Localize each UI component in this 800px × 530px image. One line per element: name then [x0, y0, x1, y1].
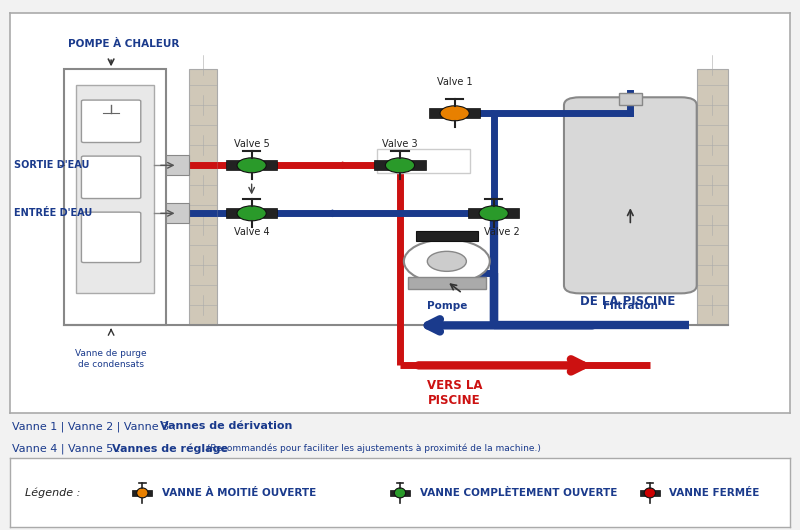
Text: Vanne de purge
de condensats: Vanne de purge de condensats	[75, 349, 147, 369]
FancyBboxPatch shape	[82, 212, 141, 262]
Bar	[654, 490, 660, 496]
Text: Pompe: Pompe	[426, 302, 467, 311]
Text: Valve 1: Valve 1	[437, 77, 473, 87]
Circle shape	[137, 488, 148, 498]
Text: DE LA PISCINE: DE LA PISCINE	[579, 295, 675, 308]
Text: SORTIE D'EAU: SORTIE D'EAU	[14, 160, 89, 170]
Text: Valve 3: Valve 3	[382, 139, 418, 149]
Circle shape	[479, 206, 508, 221]
Bar	[390, 490, 396, 496]
Text: Vanne 4 | Vanne 5 :: Vanne 4 | Vanne 5 :	[12, 444, 124, 454]
Bar	[76, 85, 154, 294]
Bar	[64, 69, 166, 325]
Bar	[146, 490, 152, 496]
Circle shape	[427, 251, 466, 271]
Text: (Recommandés pour faciliter les ajustements à proximité de la machine.): (Recommandés pour faciliter les ajusteme…	[204, 444, 541, 453]
Text: ENTRÉE D'EAU: ENTRÉE D'EAU	[14, 208, 92, 218]
Bar	[618, 93, 642, 105]
Bar	[166, 155, 189, 175]
Bar	[466, 109, 481, 118]
Bar	[640, 490, 646, 496]
FancyBboxPatch shape	[564, 98, 697, 294]
Text: Vanne 1 | Vanne 2 | Vanne 3 :: Vanne 1 | Vanne 2 | Vanne 3 :	[12, 421, 180, 432]
Bar	[263, 208, 278, 218]
Bar	[416, 231, 478, 241]
Bar	[404, 490, 410, 496]
Bar	[429, 109, 443, 118]
Circle shape	[237, 158, 266, 173]
Bar	[189, 69, 217, 325]
Text: VANNE COMPLÈTEMENT OUVERTE: VANNE COMPLÈTEMENT OUVERTE	[419, 488, 617, 498]
Circle shape	[394, 488, 406, 498]
Bar	[468, 208, 482, 218]
Text: Filtration: Filtration	[603, 302, 658, 311]
Text: POMPE À CHALEUR: POMPE À CHALEUR	[68, 39, 179, 49]
Bar	[505, 208, 519, 218]
FancyBboxPatch shape	[82, 156, 141, 199]
Circle shape	[440, 106, 470, 121]
Text: Valve 5: Valve 5	[234, 139, 270, 149]
Text: VANNE À MOITIÉ OUVERTE: VANNE À MOITIÉ OUVERTE	[162, 488, 316, 498]
Bar	[166, 204, 189, 223]
Text: Vannes de réglage: Vannes de réglage	[112, 444, 228, 454]
Text: Valve 2: Valve 2	[484, 227, 519, 237]
Bar	[411, 161, 426, 170]
Bar	[226, 161, 241, 170]
Text: Valve 4: Valve 4	[234, 227, 270, 237]
Circle shape	[386, 158, 414, 173]
Text: Vannes de dérivation: Vannes de dérivation	[160, 421, 292, 431]
FancyBboxPatch shape	[82, 100, 141, 143]
Bar	[132, 490, 138, 496]
Bar	[408, 277, 486, 289]
Bar	[697, 69, 728, 325]
Circle shape	[237, 206, 266, 221]
Bar	[226, 208, 241, 218]
Text: VANNE FERMÉE: VANNE FERMÉE	[670, 488, 760, 498]
Text: Légende :: Légende :	[26, 488, 81, 498]
Circle shape	[644, 488, 655, 498]
Bar	[377, 149, 470, 173]
Bar	[263, 161, 278, 170]
Bar	[374, 161, 389, 170]
Circle shape	[404, 240, 490, 284]
Text: VERS LA
PISCINE: VERS LA PISCINE	[427, 379, 482, 408]
